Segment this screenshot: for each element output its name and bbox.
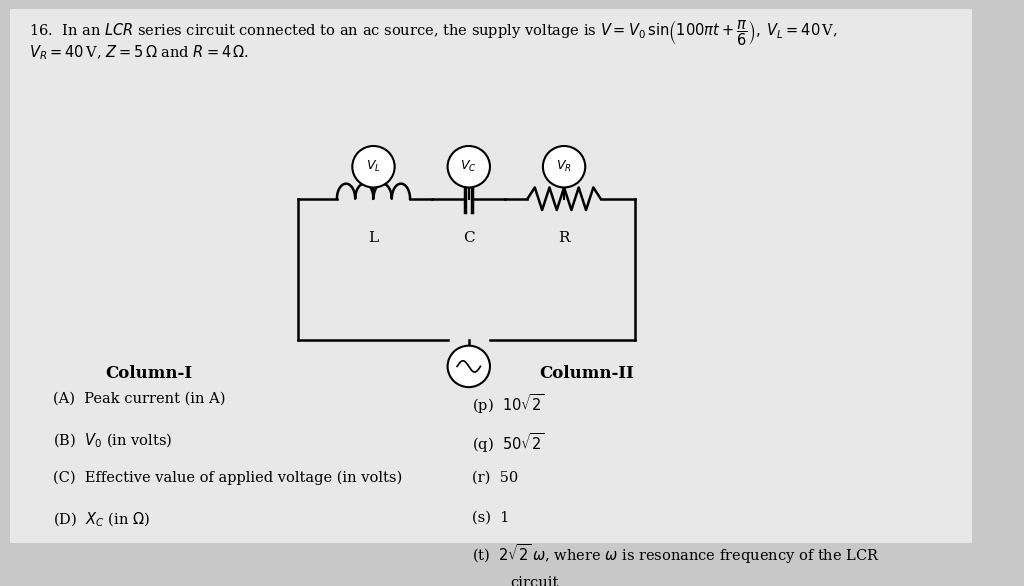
Text: (C)  Effective value of applied voltage (in volts): (C) Effective value of applied voltage (…	[53, 471, 402, 485]
Text: (q)  $50\sqrt{2}$: (q) $50\sqrt{2}$	[472, 431, 544, 455]
Text: (p)  $10\sqrt{2}$: (p) $10\sqrt{2}$	[472, 392, 544, 415]
Circle shape	[447, 146, 489, 188]
FancyBboxPatch shape	[9, 9, 972, 543]
Text: L: L	[369, 231, 379, 246]
Text: (A)  Peak current (in A): (A) Peak current (in A)	[53, 392, 225, 406]
Text: (D)  $X_C$ (in $\Omega$): (D) $X_C$ (in $\Omega$)	[53, 510, 150, 529]
Text: C: C	[463, 231, 474, 246]
Text: $V_C$: $V_C$	[461, 159, 477, 174]
Text: (t)  $2\sqrt{2}\,\omega$, where $\omega$ is resonance frequency of the LCR: (t) $2\sqrt{2}\,\omega$, where $\omega$ …	[472, 543, 880, 567]
Text: (B)  $V_0$ (in volts): (B) $V_0$ (in volts)	[53, 431, 172, 450]
Text: R: R	[558, 231, 569, 246]
Text: (r)  50: (r) 50	[472, 471, 518, 485]
Text: $V_R = 40\,$V, $Z = 5\,\Omega$ and $R = 4\,\Omega$.: $V_R = 40\,$V, $Z = 5\,\Omega$ and $R = …	[29, 43, 249, 62]
Circle shape	[352, 146, 394, 188]
Text: circuit: circuit	[510, 577, 558, 586]
Circle shape	[447, 346, 489, 387]
Text: $V_L$: $V_L$	[366, 159, 381, 174]
Text: Column-I: Column-I	[105, 366, 193, 383]
Text: $V_R$: $V_R$	[556, 159, 572, 174]
Text: Column-II: Column-II	[540, 366, 635, 383]
Text: (s)  1: (s) 1	[472, 510, 509, 524]
Text: 16.  In an $LCR$ series circuit connected to an ac source, the supply voltage is: 16. In an $LCR$ series circuit connected…	[29, 19, 838, 49]
Circle shape	[543, 146, 586, 188]
